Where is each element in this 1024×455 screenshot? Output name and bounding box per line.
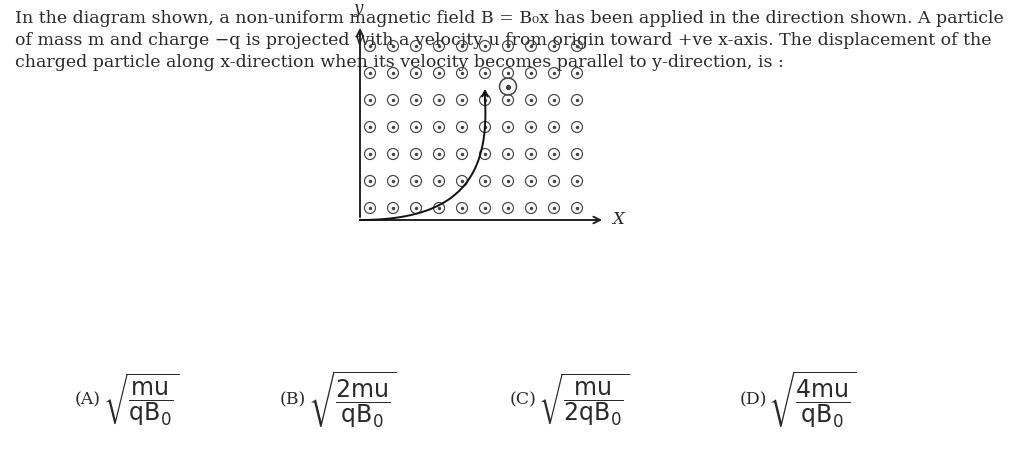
Text: y: y	[353, 0, 362, 17]
Text: of mass m and charge −q is projected with a velocity u from origin toward +ve x-: of mass m and charge −q is projected wit…	[15, 32, 991, 49]
Text: $\sqrt{\dfrac{\mathrm{mu}}{\mathrm{2qB}_0}}$: $\sqrt{\dfrac{\mathrm{mu}}{\mathrm{2qB}_…	[538, 371, 630, 429]
Text: $\sqrt{\dfrac{\mathrm{2mu}}{\mathrm{qB}_0}}$: $\sqrt{\dfrac{\mathrm{2mu}}{\mathrm{qB}_…	[308, 369, 396, 430]
Text: $\sqrt{\dfrac{\mathrm{4mu}}{\mathrm{qB}_0}}$: $\sqrt{\dfrac{\mathrm{4mu}}{\mathrm{qB}_…	[768, 369, 857, 430]
Text: (C): (C)	[510, 391, 537, 409]
Text: (D): (D)	[740, 391, 768, 409]
Text: charged particle along x-direction when its velocity becomes parallel to y-direc: charged particle along x-direction when …	[15, 54, 783, 71]
Text: (B): (B)	[280, 391, 306, 409]
Text: (A): (A)	[75, 391, 101, 409]
Text: $\sqrt{\dfrac{\mathrm{mu}}{\mathrm{qB}_0}}$: $\sqrt{\dfrac{\mathrm{mu}}{\mathrm{qB}_0…	[103, 371, 179, 429]
Text: In the diagram shown, a non-uniform magnetic field B = B₀x has been applied in t: In the diagram shown, a non-uniform magn…	[15, 10, 1004, 27]
Text: X: X	[612, 212, 624, 228]
